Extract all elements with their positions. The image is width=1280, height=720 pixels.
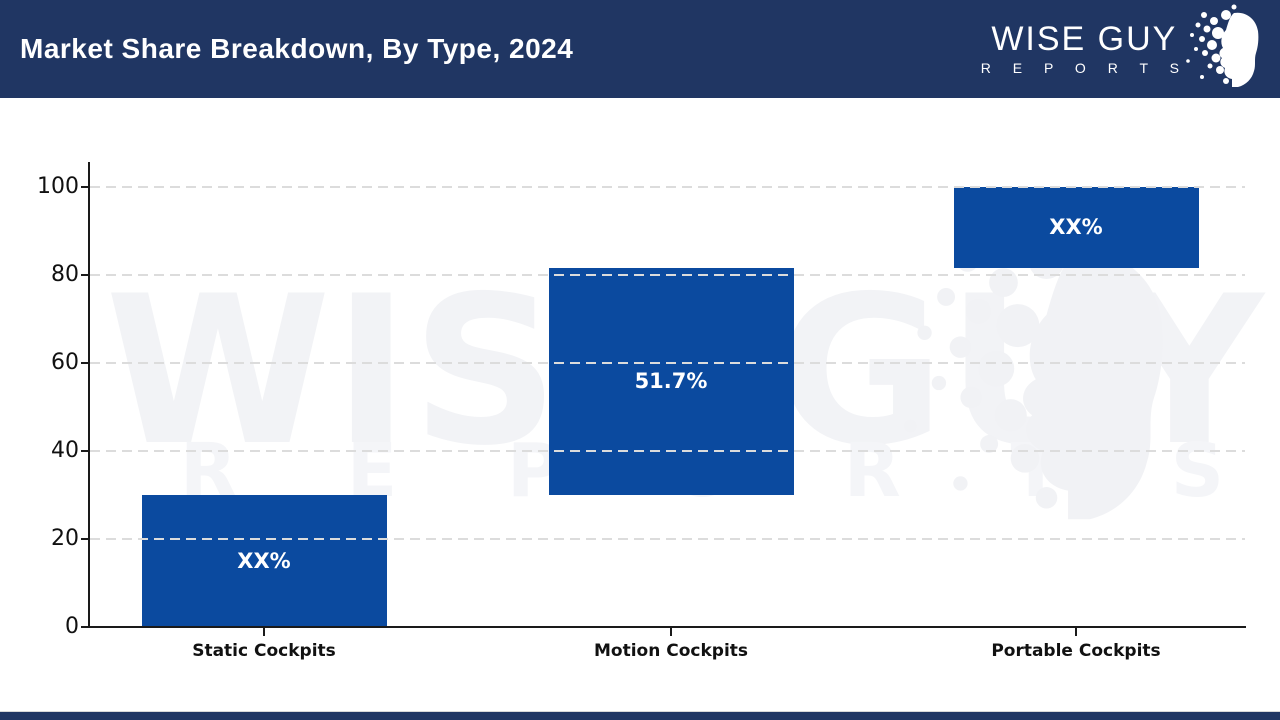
bar-value-label: 51.7%	[634, 369, 708, 394]
logo-subtitle: R E P O R T S	[980, 60, 1188, 76]
y-tick-label: 80	[51, 262, 79, 287]
x-axis-category-label: Motion Cockpits	[593, 641, 749, 661]
x-tick-mark	[1075, 628, 1077, 636]
head-profile-icon	[1174, 3, 1266, 95]
logo-text: WISE GUY R E P O R T S	[981, 21, 1188, 77]
chart-title: Market Share Breakdown, By Type, 2024	[20, 33, 574, 64]
y-tick-label: 60	[51, 350, 79, 375]
bar-value-label: XX%	[237, 549, 291, 573]
y-tick-label: 100	[37, 174, 79, 199]
y-tick-label: 20	[51, 526, 79, 551]
x-axis-category-label: Static Cockpits	[192, 641, 336, 661]
footer-hairline	[0, 711, 1280, 712]
y-tick-mark	[81, 274, 89, 276]
footer-bar	[0, 712, 1280, 720]
logo-wordmark: WISE GUY	[991, 20, 1178, 58]
y-tick-label: 0	[65, 614, 79, 639]
bar-segment: XX%	[953, 187, 1199, 268]
watermark-head-icon	[860, 218, 1190, 552]
bar-segment: 51.7%	[548, 267, 794, 495]
x-axis-line	[88, 626, 1246, 628]
gridline	[90, 362, 1245, 364]
x-axis-category-label: Portable Cockpits	[991, 641, 1161, 661]
gridline	[90, 186, 1245, 188]
bar-segment: XX%	[141, 495, 387, 627]
x-tick-mark	[670, 628, 672, 636]
gridline	[90, 450, 1245, 452]
wise-guy-reports-logo: WISE GUY R E P O R T S	[981, 3, 1266, 95]
y-tick-mark	[81, 362, 89, 364]
y-axis-line	[88, 162, 90, 628]
bar-value-label: XX%	[1049, 215, 1103, 240]
gridline	[90, 538, 1245, 540]
y-tick-label: 40	[51, 438, 79, 463]
y-tick-mark	[81, 450, 89, 452]
y-tick-mark	[81, 186, 89, 188]
y-tick-mark	[81, 626, 89, 628]
header-bar: Market Share Breakdown, By Type, 2024 WI…	[0, 0, 1280, 98]
y-tick-mark	[81, 538, 89, 540]
gridline	[90, 274, 1245, 276]
x-tick-mark	[263, 628, 265, 636]
